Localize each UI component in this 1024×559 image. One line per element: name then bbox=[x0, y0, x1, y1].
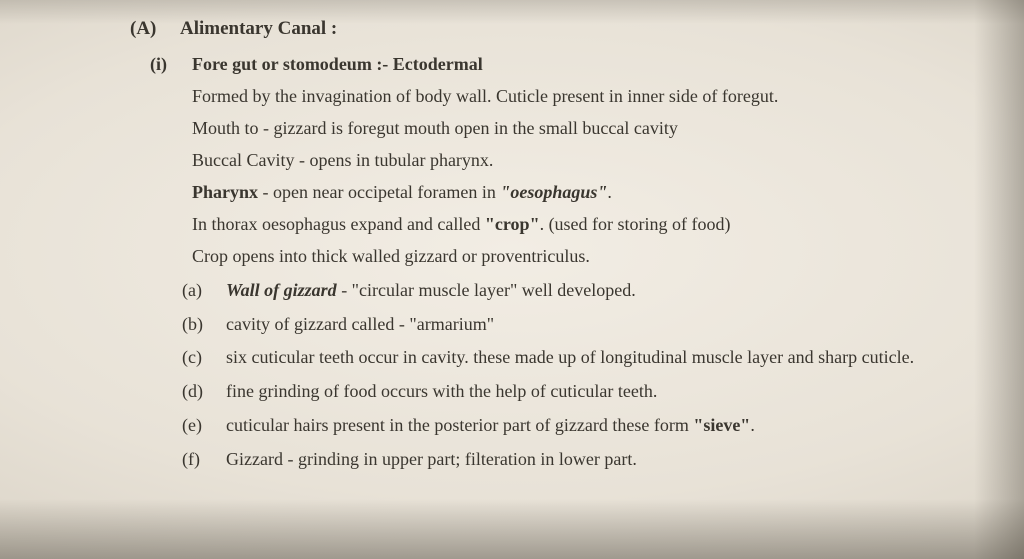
paragraph-crop: Crop opens into thick walled gizzard or … bbox=[192, 243, 984, 271]
paragraph-mouth: Mouth to - gizzard is foregut mouth open… bbox=[192, 115, 984, 143]
item-e-quoted: "sieve" bbox=[693, 415, 750, 435]
item-marker-c: (c) bbox=[182, 344, 212, 372]
item-marker-b: (b) bbox=[182, 311, 212, 339]
item-e-b: . bbox=[750, 415, 755, 435]
paragraph-buccal: Buccal Cavity - opens in tubular pharynx… bbox=[192, 147, 984, 175]
pharynx-tail: . bbox=[607, 182, 612, 202]
item-body-c: six cuticular teeth occur in cavity. the… bbox=[226, 344, 984, 372]
subsection-title: Fore gut or stomodeum :- Ectodermal bbox=[192, 51, 483, 79]
gizzard-list: (a) Wall of gizzard - "circular muscle l… bbox=[182, 277, 984, 474]
subsection-i: (i) Fore gut or stomodeum :- Ectodermal bbox=[150, 51, 984, 79]
section-marker: (A) bbox=[130, 14, 166, 43]
list-item-d: (d) fine grinding of food occurs with th… bbox=[182, 378, 984, 406]
subsection-marker: (i) bbox=[150, 51, 178, 79]
list-item-b: (b) cavity of gizzard called - "armarium… bbox=[182, 311, 984, 339]
item-a-lead: Wall of gizzard bbox=[226, 280, 337, 300]
item-body-b: cavity of gizzard called - "armarium" bbox=[226, 311, 984, 339]
list-item-a: (a) Wall of gizzard - "circular muscle l… bbox=[182, 277, 984, 305]
list-item-f: (f) Gizzard - grinding in upper part; fi… bbox=[182, 446, 984, 474]
item-marker-d: (d) bbox=[182, 378, 212, 406]
pharynx-rest: - open near occipetal foramen in bbox=[258, 182, 500, 202]
item-body-f: Gizzard - grinding in upper part; filter… bbox=[226, 446, 984, 474]
section-title: Alimentary Canal : bbox=[180, 14, 337, 43]
thorax-quoted: "crop" bbox=[485, 214, 540, 234]
thorax-a: In thorax oesophagus expand and called bbox=[192, 214, 485, 234]
paragraph-pharynx: Pharynx - open near occipetal foramen in… bbox=[192, 179, 984, 207]
list-item-c: (c) six cuticular teeth occur in cavity.… bbox=[182, 344, 984, 372]
item-marker-a: (a) bbox=[182, 277, 212, 305]
pharynx-quoted: "oesophagus" bbox=[500, 182, 607, 202]
item-marker-f: (f) bbox=[182, 446, 212, 474]
paragraph-thorax: In thorax oesophagus expand and called "… bbox=[192, 211, 984, 239]
item-a-rest: - "circular muscle layer" well developed… bbox=[337, 280, 636, 300]
paragraph-formed: Formed by the invagination of body wall.… bbox=[192, 83, 984, 111]
thorax-b: . (used for storing of food) bbox=[540, 214, 731, 234]
section-heading: (A) Alimentary Canal : bbox=[130, 14, 984, 43]
item-e-a: cuticular hairs present in the posterior… bbox=[226, 415, 693, 435]
item-marker-e: (e) bbox=[182, 412, 212, 440]
page: (A) Alimentary Canal : (i) Fore gut or s… bbox=[0, 0, 1024, 559]
item-body-d: fine grinding of food occurs with the he… bbox=[226, 378, 984, 406]
item-body-a: Wall of gizzard - "circular muscle layer… bbox=[226, 277, 984, 305]
list-item-e: (e) cuticular hairs present in the poste… bbox=[182, 412, 984, 440]
item-body-e: cuticular hairs present in the posterior… bbox=[226, 412, 984, 440]
pharynx-lead: Pharynx bbox=[192, 182, 258, 202]
